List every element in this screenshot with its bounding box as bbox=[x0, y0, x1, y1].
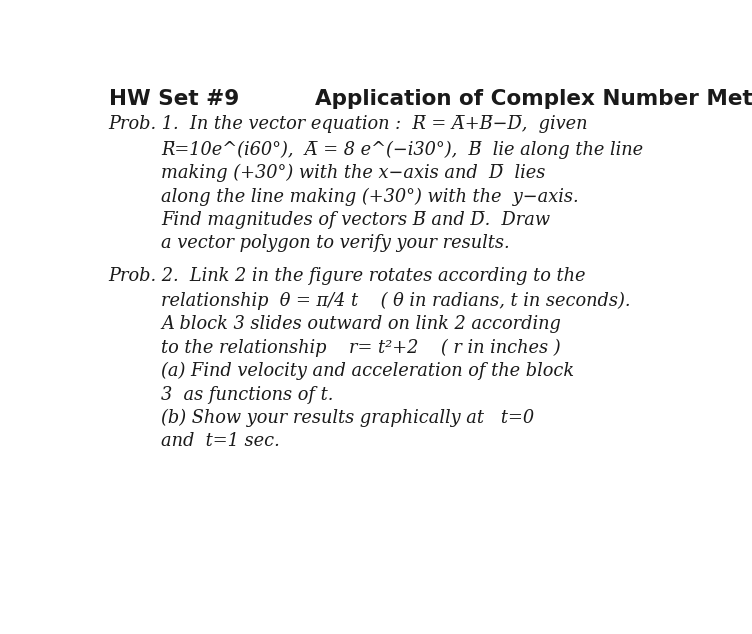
Text: a vector polygon to verify your results.: a vector polygon to verify your results. bbox=[161, 234, 510, 252]
Text: making (+30°) with the x−axis and  D̅  lies: making (+30°) with the x−axis and D̅ lie… bbox=[161, 164, 545, 182]
Text: Find magnitudes of vectors B̅ and D̅.  Draw: Find magnitudes of vectors B̅ and D̅. Dr… bbox=[161, 211, 550, 229]
Text: relationship  θ = π/4 t    ( θ in radians, t in seconds).: relationship θ = π/4 t ( θ in radians, t… bbox=[161, 292, 630, 310]
Text: Prob. 1.  In the vector equation :  R̅ = A̅+B̅−D̅,  given: Prob. 1. In the vector equation : R̅ = A… bbox=[108, 115, 588, 133]
Text: and  t=1 sec.: and t=1 sec. bbox=[161, 432, 280, 450]
Text: along the line making (+30°) with the  y−axis.: along the line making (+30°) with the y−… bbox=[161, 188, 578, 205]
Text: A block 3 slides outward on link 2 according: A block 3 slides outward on link 2 accor… bbox=[161, 315, 561, 333]
Text: to the relationship    r= t²+2    ( r in inches ): to the relationship r= t²+2 ( r in inche… bbox=[161, 339, 561, 357]
Text: (b) Show your results graphically at   t=0: (b) Show your results graphically at t=0 bbox=[161, 409, 534, 427]
Text: (a) Find velocity and acceleration of the block: (a) Find velocity and acceleration of th… bbox=[161, 362, 574, 380]
Text: Application of Complex Number Method: Application of Complex Number Method bbox=[316, 89, 752, 109]
Text: 3  as functions of t.: 3 as functions of t. bbox=[161, 385, 333, 404]
Text: HW Set #9: HW Set #9 bbox=[108, 89, 239, 109]
Text: Prob. 2.  Link 2 in the figure rotates according to the: Prob. 2. Link 2 in the figure rotates ac… bbox=[108, 268, 586, 285]
Text: R̅=10e^(i60°),  A̅ = 8 e^(−i30°),  B̅  lie along the line: R̅=10e^(i60°), A̅ = 8 e^(−i30°), B̅ lie … bbox=[161, 141, 643, 158]
